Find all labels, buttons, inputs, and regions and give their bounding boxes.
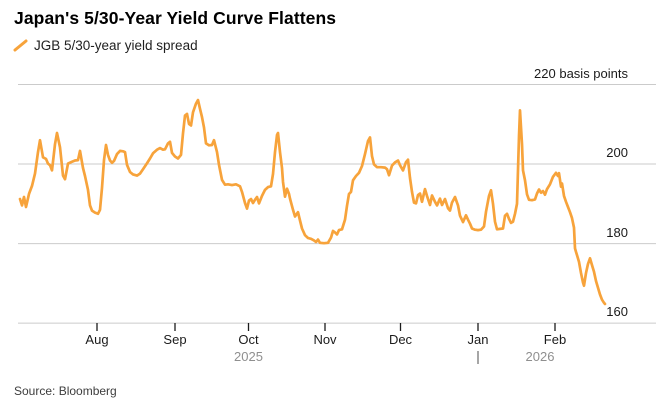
- year-label-2025: 2025: [234, 349, 263, 364]
- x-axis-label-jan: Jan: [467, 332, 489, 347]
- x-axis-label-oct: Oct: [238, 332, 259, 347]
- year-label-2026: 2026: [525, 349, 555, 364]
- source-label: Source: Bloomberg: [14, 384, 117, 398]
- y-axis-label-160: 160: [606, 304, 628, 320]
- y-axis-label-200: 200: [606, 145, 628, 161]
- legend: JGB 5/30-year yield spread: [13, 38, 198, 53]
- y-axis-label-180: 180: [606, 224, 628, 240]
- legend-line-swatch-icon: [13, 39, 28, 52]
- legend-label: JGB 5/30-year yield spread: [34, 38, 198, 53]
- y-axis-label-220: 220 basis points: [534, 65, 628, 81]
- x-axis-label-nov: Nov: [313, 332, 337, 347]
- x-axis-label-aug: Aug: [85, 332, 109, 347]
- yield-spread-line: [18, 98, 607, 306]
- x-axis-label-feb: Feb: [543, 332, 567, 347]
- x-axis-label-dec: Dec: [388, 332, 413, 347]
- chart-title: Japan's 5/30-Year Yield Curve Flattens: [14, 8, 337, 28]
- x-axis-label-sep: Sep: [163, 332, 187, 347]
